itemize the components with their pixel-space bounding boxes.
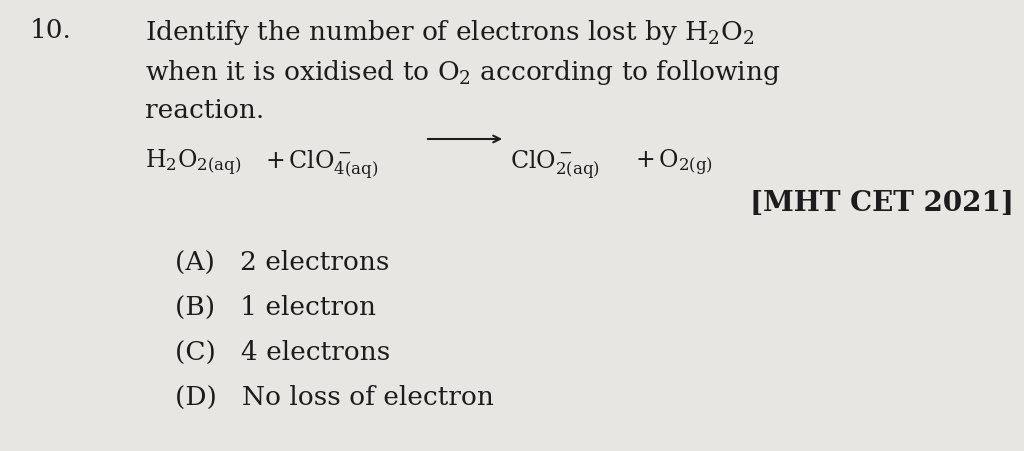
Text: $+\,\mathregular{ClO^-_{4(aq)}}$: $+\,\mathregular{ClO^-_{4(aq)}}$ xyxy=(265,147,379,180)
Text: reaction.: reaction. xyxy=(145,98,264,123)
Text: (D)   No loss of electron: (D) No loss of electron xyxy=(175,384,494,409)
Text: when it is oxidised to $\mathregular{O_2}$ according to following: when it is oxidised to $\mathregular{O_2… xyxy=(145,58,780,87)
Text: (A)   2 electrons: (A) 2 electrons xyxy=(175,249,389,274)
Text: (B)   1 electron: (B) 1 electron xyxy=(175,295,376,319)
Text: (C)   4 electrons: (C) 4 electrons xyxy=(175,339,390,364)
Text: 10.: 10. xyxy=(30,18,72,43)
Text: Identify the number of electrons lost by $\mathregular{H_2O_2}$: Identify the number of electrons lost by… xyxy=(145,18,754,47)
Text: $\mathregular{ClO^-_{2(aq)}}$: $\mathregular{ClO^-_{2(aq)}}$ xyxy=(510,147,600,180)
Text: $\mathregular{H_2O_{2(aq)}}$: $\mathregular{H_2O_{2(aq)}}$ xyxy=(145,147,241,178)
Text: [MHT CET 2021]: [MHT CET 2021] xyxy=(750,189,1014,216)
Text: $+\,\mathregular{O_{2(g)}}$: $+\,\mathregular{O_{2(g)}}$ xyxy=(635,147,713,178)
